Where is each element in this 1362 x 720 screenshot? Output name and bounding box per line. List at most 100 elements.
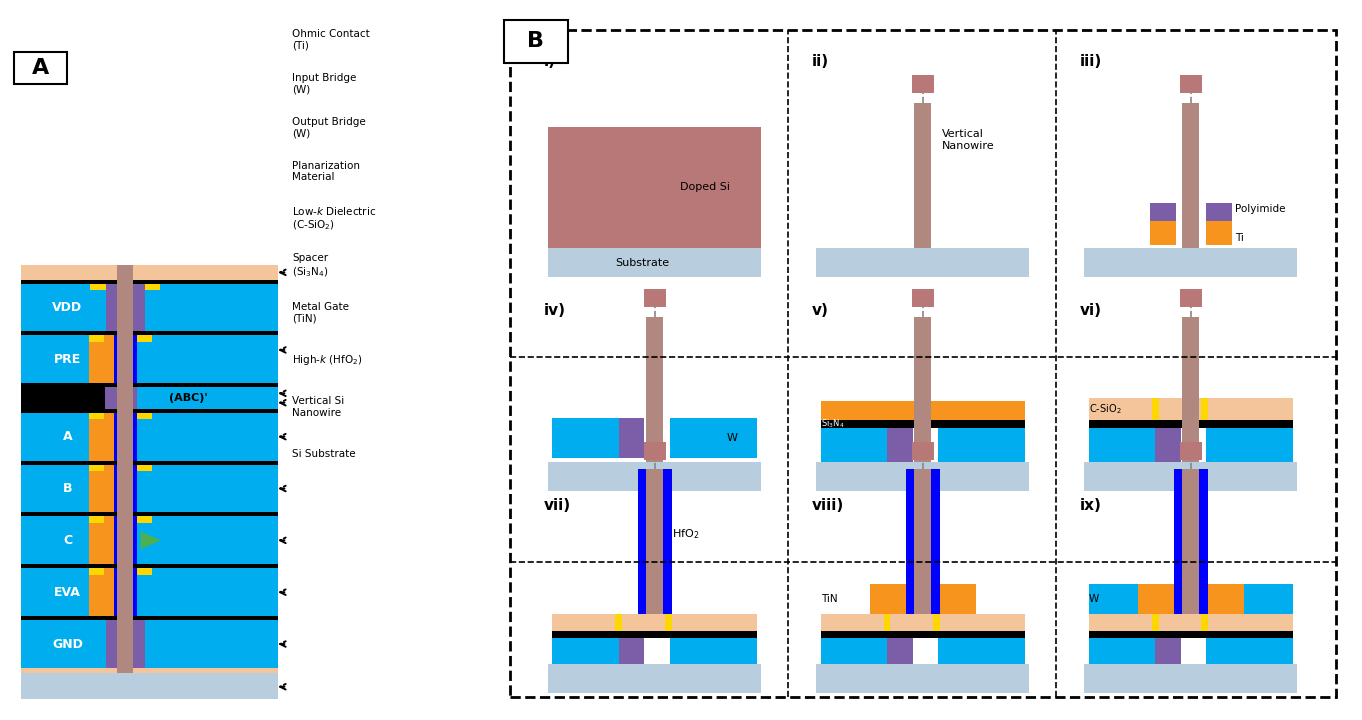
Text: SU-8: SU-8 [966,405,990,415]
Text: Doped Si: Doped Si [680,182,730,192]
Bar [911,75,934,93]
Bar [14,52,67,84]
Bar [933,614,940,631]
Bar [22,266,278,279]
Bar [1179,289,1201,307]
Bar [22,564,278,568]
Bar [1150,221,1175,246]
Bar [914,103,932,248]
Bar [136,387,278,409]
Bar [906,469,940,614]
Text: iv): iv) [543,303,567,318]
Bar [105,387,146,409]
Text: iii): iii) [1080,54,1102,69]
Text: Low-$k$ Dielectric
(C-SiO$_2$): Low-$k$ Dielectric (C-SiO$_2$) [291,204,376,233]
Text: Metal Gate
(TiN): Metal Gate (TiN) [291,302,349,324]
Bar [22,516,278,564]
Bar [1207,584,1244,614]
Bar [22,672,278,699]
Bar [89,464,104,471]
Bar [22,464,278,513]
Bar [89,516,113,564]
Bar [22,383,278,387]
Bar [820,401,1024,420]
Bar [1088,638,1175,664]
Text: TiN: TiN [820,594,838,604]
Bar [22,513,278,516]
Bar [133,568,136,616]
Bar [22,336,113,383]
Text: W: W [1088,594,1099,604]
Bar [136,413,278,461]
Bar [618,418,644,458]
Text: vii): vii) [543,498,571,513]
Bar [1152,398,1159,420]
Bar [637,469,671,614]
Text: VDD: VDD [52,301,83,314]
Bar [136,620,278,668]
Bar [22,331,278,336]
Bar [618,638,644,664]
Bar [553,614,757,631]
Bar [820,420,1024,428]
Bar [887,428,913,462]
Bar [1207,203,1231,221]
Bar [136,336,153,342]
Bar [1084,462,1297,491]
Bar [113,568,117,616]
Bar [670,638,757,664]
Bar [670,418,757,458]
Bar [90,284,106,290]
Bar [113,516,117,564]
Bar [1155,638,1181,664]
Bar [1088,398,1293,420]
Bar [1201,614,1208,631]
Bar [548,127,761,248]
Bar [89,464,113,513]
Bar [820,631,1024,638]
Bar [914,469,932,614]
Text: C-SiO$_2$: C-SiO$_2$ [1088,402,1121,416]
Bar [144,284,161,290]
Text: Si$_3$N$_4$: Si$_3$N$_4$ [820,418,844,430]
Bar [22,279,278,284]
Bar [117,266,133,672]
Bar [644,441,666,459]
Text: C: C [63,534,72,547]
Bar [89,413,113,461]
Bar [22,413,278,461]
Bar [22,383,278,387]
Bar [22,620,113,668]
Bar [553,418,639,458]
Bar [106,284,144,331]
Bar [89,336,104,342]
Bar [136,413,153,419]
Text: B: B [63,482,72,495]
Bar [89,516,104,523]
Bar [646,469,663,614]
Bar [22,284,278,331]
Bar [22,464,113,513]
Bar [884,614,891,631]
Bar [1084,248,1297,277]
Text: Spacer
(Si$_3$N$_4$): Spacer (Si$_3$N$_4$) [291,253,328,279]
Bar [22,568,113,616]
Bar [136,464,153,471]
Bar [548,248,761,277]
Bar [113,413,117,461]
Bar [816,664,1030,693]
Bar [548,462,761,491]
Text: B: B [527,32,545,51]
Bar [938,428,1024,462]
Text: High-$k$ (HfO$_2$): High-$k$ (HfO$_2$) [291,353,362,367]
Bar [1155,428,1181,462]
Text: Input Bridge
(W): Input Bridge (W) [291,73,357,94]
Bar [22,516,113,564]
Bar [1201,398,1208,420]
Bar [133,336,136,383]
Bar [1152,614,1159,631]
Bar [136,284,278,331]
Text: Si Substrate: Si Substrate [291,449,355,459]
Text: Ohmic Contact
(Ti): Ohmic Contact (Ti) [291,29,370,50]
Bar [133,516,136,564]
